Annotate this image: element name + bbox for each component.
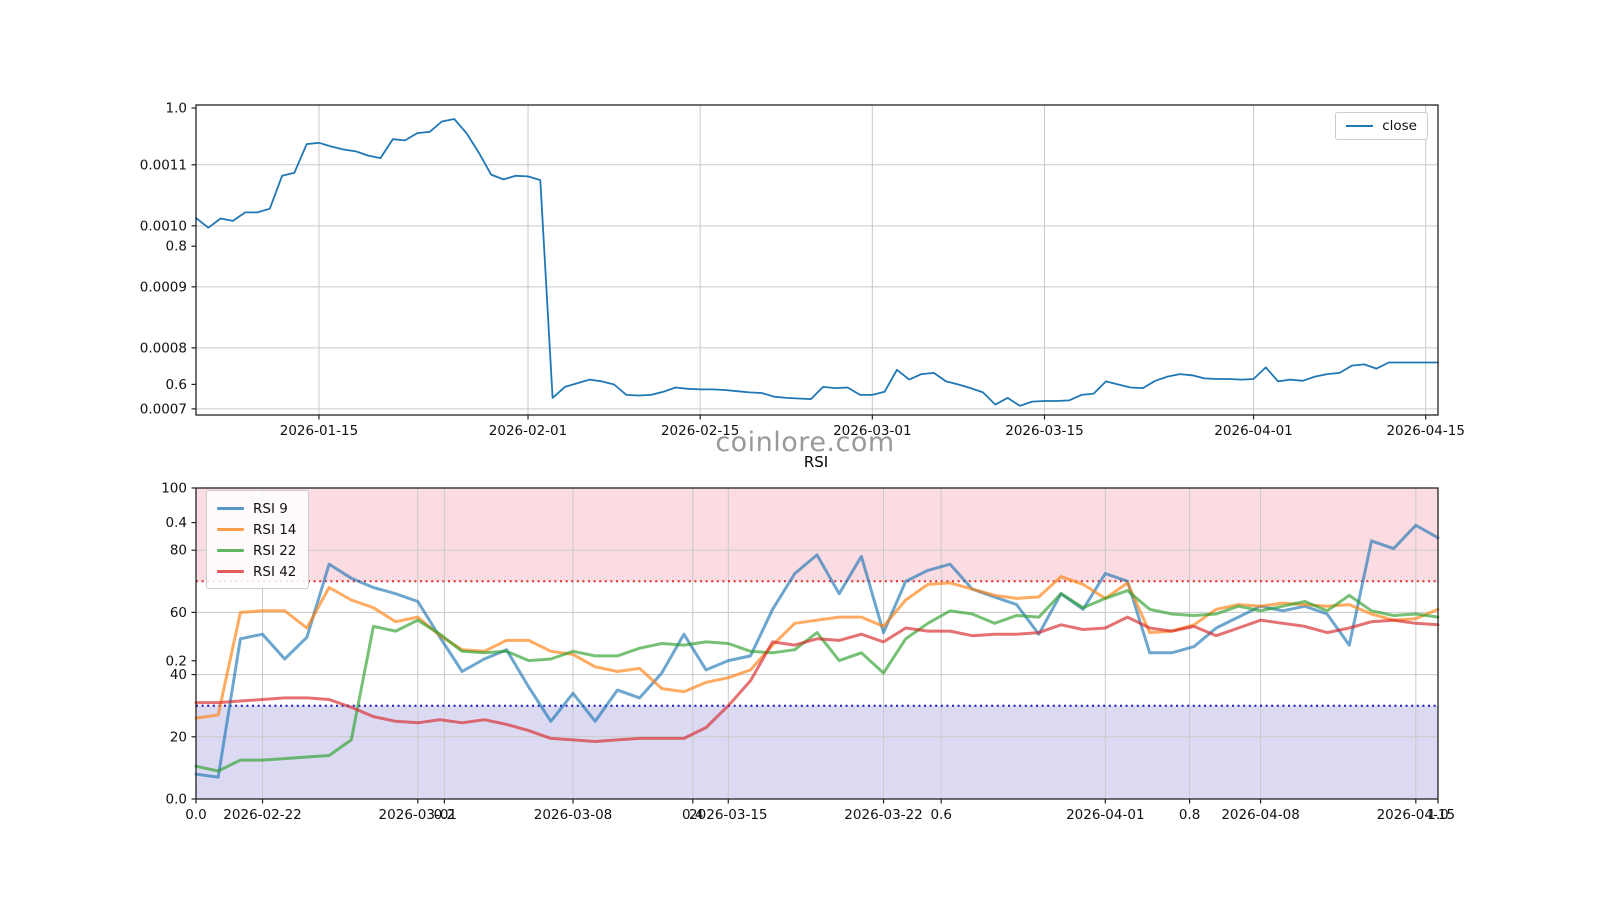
- x-tick-label: 2026-03-01: [833, 423, 911, 439]
- rsi-line-sample: [217, 527, 244, 532]
- series-line-rsi-14: [194, 575, 1440, 720]
- rsi-chart-title: RSI: [803, 453, 829, 471]
- watermark: coinlore.com: [715, 427, 895, 458]
- overlay-y-tick-label: 1.0: [166, 101, 187, 117]
- x-tick-label: 2026-03-01: [379, 807, 457, 823]
- close-legend-label: close: [1382, 118, 1417, 134]
- rsi-band: [196, 488, 1438, 582]
- overlay-y-tick-label: 0.6: [166, 377, 187, 393]
- series-line-rsi-22: [194, 589, 1440, 773]
- x-tick-label: 2026-02-15: [661, 423, 739, 439]
- rsi-legend-item: RSI 14: [217, 519, 296, 540]
- x-tick-label: 2026-04-01: [1066, 807, 1144, 823]
- y-tick-label: 100: [161, 481, 187, 497]
- overlay-x-tick-label: 0.6: [930, 807, 951, 823]
- rsi-line-sample: [217, 548, 244, 553]
- rsi-line-sample: [217, 506, 244, 511]
- x-tick-label: 2026-02-01: [489, 423, 567, 439]
- x-tick-label: 2026-03-08: [534, 807, 612, 823]
- y-tick-label: 20: [170, 729, 187, 745]
- axes-frame: [195, 487, 1439, 800]
- y-tick-label: 0.0010: [140, 218, 187, 234]
- y-tick-label: 0.0007: [140, 401, 187, 417]
- y-tick-label: 0.0011: [140, 157, 187, 173]
- x-tick-label: 2026-04-08: [1221, 807, 1299, 823]
- x-tick-label: 2026-03-22: [844, 807, 922, 823]
- rsi-line-sample: [217, 569, 244, 574]
- series-line-rsi-9: [194, 523, 1440, 779]
- x-tick-label: 2026-04-15: [1377, 807, 1455, 823]
- rsi-legend-label: RSI 22: [253, 542, 297, 559]
- overlay-x-tick-label: 1.0: [1427, 807, 1448, 823]
- overlay-x-tick-label: 0.2: [434, 807, 455, 823]
- rsi-legend-label: RSI 42: [253, 563, 297, 580]
- y-tick-label: 40: [170, 667, 187, 683]
- overlay-x-tick-label: 0.8: [1179, 807, 1200, 823]
- rsi-legend-item: RSI 9: [217, 498, 296, 519]
- series-line-rsi-42: [194, 615, 1440, 743]
- x-tick-label: 2026-02-22: [223, 807, 301, 823]
- x-tick-label: 2026-04-01: [1214, 423, 1292, 439]
- axes-frame: [195, 104, 1439, 416]
- series-line-close: [195, 118, 1439, 407]
- x-tick-label: 2026-01-15: [280, 423, 358, 439]
- overlay-y-tick-label: 0.4: [166, 515, 187, 531]
- overlay-y-tick-label: 0.8: [166, 239, 187, 255]
- y-tick-label: 0.0008: [140, 340, 187, 356]
- overlay-y-tick-label: 0.2: [166, 653, 187, 669]
- overlay-x-tick-label: 0.0: [185, 807, 206, 823]
- y-tick-label: 80: [170, 543, 187, 559]
- price-legend: close: [1335, 112, 1428, 140]
- close-line-sample: [1346, 124, 1374, 128]
- overlay-y-tick-label: 0.0: [166, 792, 187, 808]
- y-tick-label: 60: [170, 605, 187, 621]
- x-tick-label: 2026-04-15: [1386, 423, 1464, 439]
- rsi-legend-label: RSI 9: [253, 500, 288, 517]
- rsi-legend: RSI 9 RSI 14 RSI 22 RSI 42: [206, 490, 310, 589]
- rsi-legend-item: RSI 22: [217, 540, 296, 561]
- overlay-x-tick-label: 0.4: [682, 807, 703, 823]
- x-tick-label: 2026-03-15: [1005, 423, 1083, 439]
- y-tick-label: 0.0009: [140, 279, 187, 295]
- x-tick-label: 2026-03-15: [689, 807, 767, 823]
- rsi-legend-label: RSI 14: [253, 521, 297, 538]
- rsi-legend-item: RSI 42: [217, 561, 296, 582]
